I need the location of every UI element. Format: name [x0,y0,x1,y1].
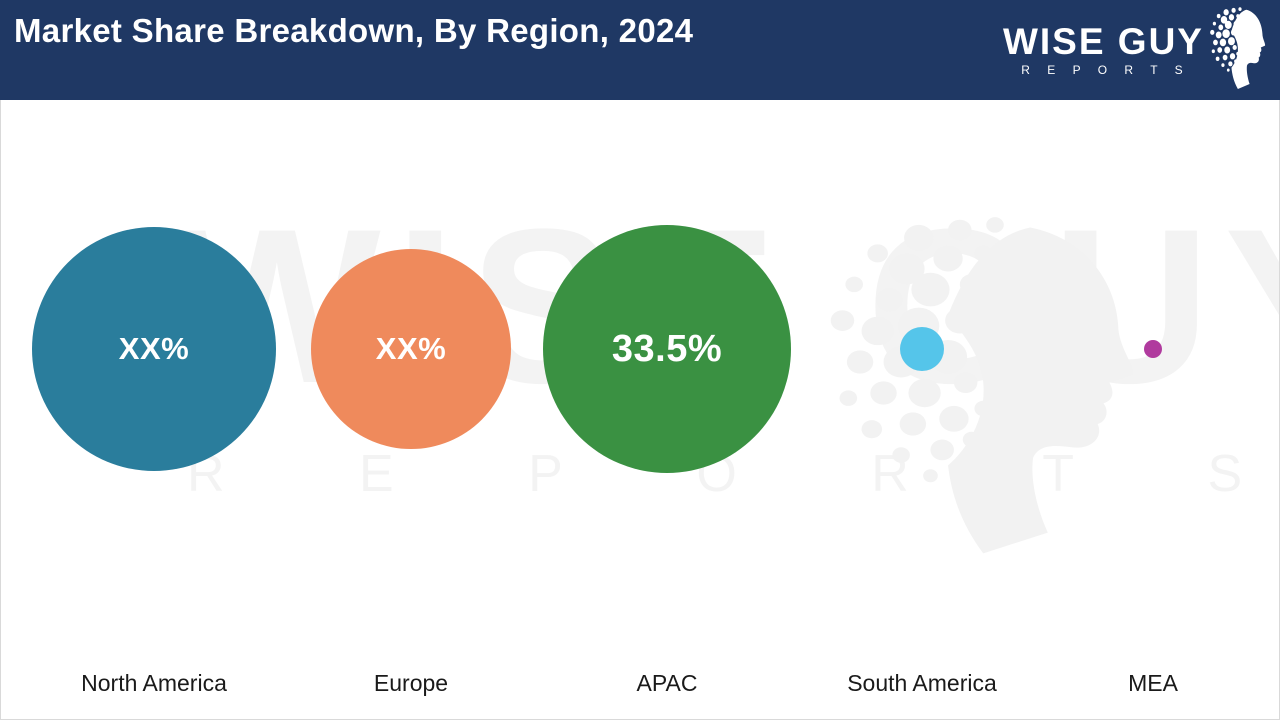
category-label-mea: MEA [1128,670,1178,696]
category-label-apac: APAC [636,670,698,696]
bubble-value-europe: XX% [375,331,447,366]
bubble-north-america: XX% [32,227,276,471]
wiseguy-logo: WISE GUY R E P O R T S [1003,6,1272,94]
bubble-south-america [900,327,944,371]
bubble-value-north-america: XX% [118,331,190,366]
watermark-subtitle: R E P O R T S [187,445,1280,503]
bubble-value-apac: 33.5% [611,327,723,370]
wiseguy-logo-wordmark: WISE GUY [1002,21,1204,63]
wiseguy-logo-text: WISE GUY R E P O R T S [1002,21,1204,77]
bubble-mea [1144,340,1162,358]
bubble-apac: 33.5% [543,225,791,473]
watermark-head-icon [830,217,1134,554]
chart-area: WISE GUY R E P O R T S XX%XX%33.5% North… [0,100,1280,720]
header-bar: Market Share Breakdown, By Region, 2024 … [0,0,1280,100]
category-label-europe: Europe [373,670,449,696]
bubble-europe: XX% [311,249,511,449]
wiseguy-head-icon [1210,7,1266,89]
page-title: Market Share Breakdown, By Region, 2024 [14,12,694,49]
category-label-north-america: North America [81,670,227,696]
category-label-south-america: South America [847,670,997,696]
wiseguy-logo-subtitle: R E P O R T S [1021,62,1190,77]
